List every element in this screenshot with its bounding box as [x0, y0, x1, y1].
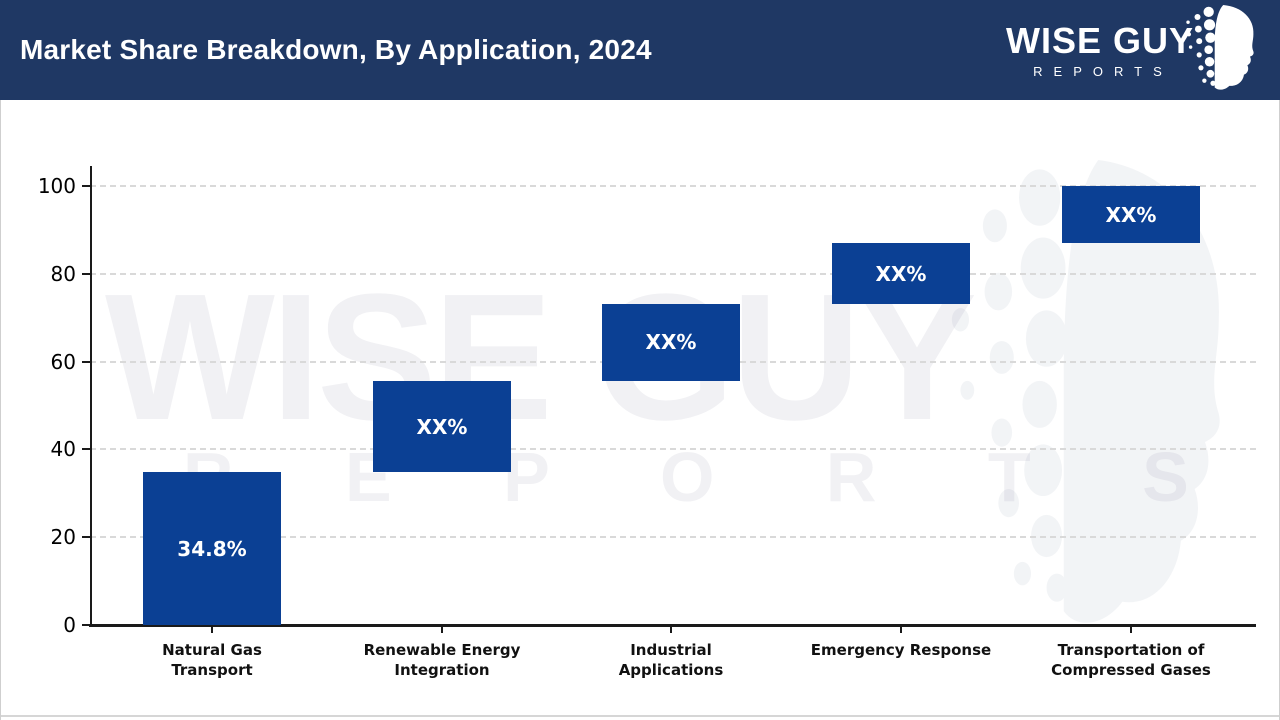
y-axis-line — [90, 166, 92, 627]
bar-transportation-of-compressed-gases: XX% — [1062, 186, 1200, 244]
y-tick-80 — [82, 272, 90, 275]
category-label-3: Industrial Applications — [618, 641, 724, 679]
y-tick-40 — [82, 448, 90, 451]
y-tick-label-80: 80 — [50, 261, 76, 286]
page-title: Market Share Breakdown, By Application, … — [20, 34, 652, 65]
x-tick-5 — [1130, 625, 1132, 633]
y-tick-label-20: 20 — [50, 525, 76, 550]
y-tick-label-60: 60 — [50, 349, 76, 374]
bar-value-label: 34.8% — [177, 536, 247, 561]
logo-subtext: REPORTS — [1033, 63, 1173, 79]
bar-value-label: XX% — [645, 330, 697, 355]
bar-natural-gas-transport: 34.8% — [143, 472, 281, 625]
x-axis-line — [89, 624, 1256, 627]
y-tick-label-100: 100 — [37, 174, 76, 198]
header: Market Share Breakdown, By Application, … — [0, 0, 1280, 100]
category-label-4: Emergency Response — [810, 641, 992, 659]
logo-wordmark: WISE GUY — [1005, 19, 1194, 61]
y-tick-label-40: 40 — [50, 437, 76, 462]
bottom-divider — [1, 715, 1279, 717]
y-tick-100 — [82, 185, 90, 187]
x-tick-2 — [441, 625, 443, 633]
bar-emergency-response: XX% — [832, 243, 970, 305]
gridline-100 — [90, 185, 1256, 187]
gridline-80 — [90, 272, 1256, 275]
bar-renewable-energy-integration: XX% — [373, 380, 511, 473]
x-tick-3 — [670, 625, 672, 633]
y-tick-60 — [82, 360, 90, 363]
watermark-subtext: R E P O R T S — [183, 438, 1235, 516]
y-tick-20 — [82, 536, 90, 539]
waterfall-chart: 0 20 40 60 80 100 34.8% Natural Gas Transport XX%… — [1, 100, 1280, 720]
wiseguy-logo: WISE GUY REPORTS — [1005, 4, 1258, 96]
bar-value-label: XX% — [416, 414, 468, 439]
wiseguy-head-icon — [1180, 4, 1258, 96]
category-label-2: Renewable Energy Integration — [363, 641, 521, 679]
gridline-40 — [90, 448, 1256, 451]
x-tick-1 — [211, 625, 213, 633]
bar-value-label: XX% — [1105, 202, 1157, 227]
bar-industrial-applications: XX% — [602, 304, 740, 381]
category-label-5: Transportation of Compressed Gases — [1051, 641, 1211, 679]
category-label-1: Natural Gas Transport — [162, 641, 262, 679]
wiseguy-logo-text: WISE GUY REPORTS — [1005, 19, 1194, 79]
watermark-wordmark: WISE GUY — [105, 257, 977, 458]
chart-canvas: WISE GUY R E P O R T S 0 20 40 60 80 100 34.8%… — [0, 100, 1280, 720]
bar-value-label: XX% — [875, 261, 927, 286]
x-tick-4 — [900, 625, 902, 633]
y-tick-0 — [82, 624, 90, 626]
y-tick-label-0: 0 — [63, 613, 76, 637]
gridline-20 — [90, 536, 1256, 539]
